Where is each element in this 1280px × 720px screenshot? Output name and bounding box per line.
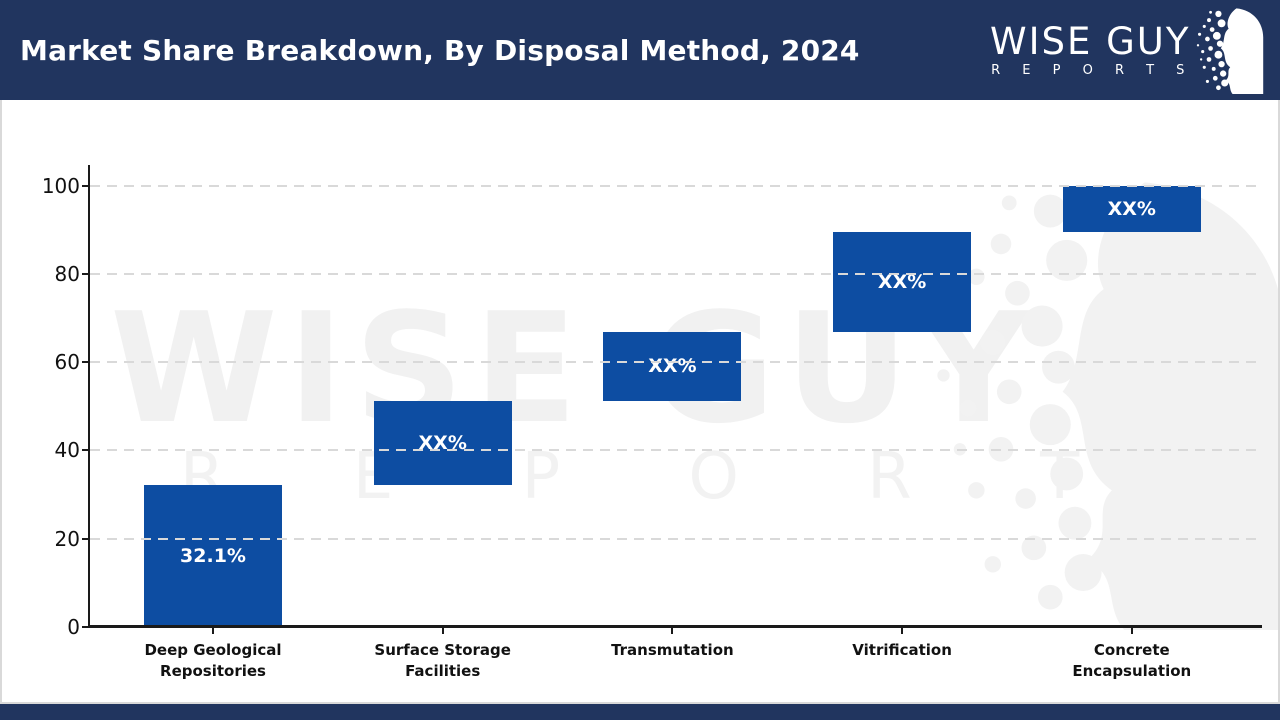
y-tick-label: 20 [54,526,80,551]
y-axis-spine [88,165,90,627]
x-category-label: Concrete Encapsulation [1072,641,1192,680]
y-tick-mark [82,272,90,275]
x-category-label: Transmutation [611,641,734,659]
gridline [90,537,1260,540]
footer-bar [0,704,1280,720]
chart-area: WISE GUY R E P O R T S 0 20 40 60 80 100 32.1%… [0,100,1280,704]
bar: XX% [833,232,972,333]
face-profile-icon [1187,6,1266,94]
bar-data-label: XX% [648,355,697,378]
bar: XX% [1062,185,1201,233]
y-tick-label: 80 [54,261,80,286]
x-tick-mark [212,627,214,634]
bar-data-label: XX% [1107,197,1156,220]
logo-wordmark: WISE GUY [990,19,1191,63]
x-tick-mark [901,627,904,634]
y-tick-mark [82,361,90,364]
x-axis-spine [88,625,1262,628]
y-tick-label: 40 [54,438,80,463]
bar-data-label: XX% [877,271,927,294]
gridline [90,184,1260,187]
bar: XX% [373,400,512,486]
watermark-face-icon [886,170,1278,634]
y-tick-mark [82,537,90,540]
wise-guy-logo: WISE GUY R E P O R T S [987,4,1266,96]
gridline [90,449,1260,452]
logo-subtext: R E P O R T S [991,62,1194,78]
x-tick-mark [441,627,444,634]
y-tick-mark [82,184,90,187]
page-title: Market Share Breakdown, By Disposal Meth… [20,33,860,67]
y-tick-label: 60 [54,350,80,375]
bar: XX% [603,332,742,401]
gridline [90,361,1260,364]
y-tick-mark [82,449,90,452]
header-bar: Market Share Breakdown, By Disposal Meth… [0,0,1280,100]
x-tick-mark [1130,627,1133,634]
x-category-label: Vitrification [852,641,952,659]
y-tick-label: 100 [41,173,80,198]
y-tick-label: 0 [67,615,80,639]
bar-data-label: XX% [418,432,467,455]
x-category-label: Surface Storage Facilities [374,641,511,680]
gridline [90,272,1260,275]
bar: 32.1% [144,485,282,627]
logo-text: WISE GUY R E P O R T S [987,23,1193,78]
x-tick-mark [671,627,674,634]
bar-data-label: 32.1% [180,545,246,568]
y-tick-mark [82,626,90,628]
x-category-label: Deep Geological Repositories [144,641,282,680]
